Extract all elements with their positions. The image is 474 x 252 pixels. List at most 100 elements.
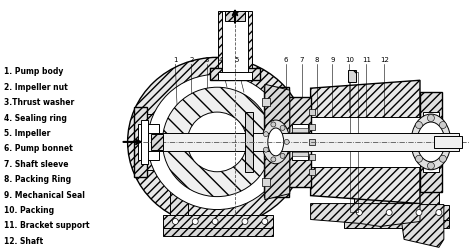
Polygon shape	[210, 68, 255, 78]
Polygon shape	[399, 205, 444, 247]
Bar	[292, 146, 308, 150]
Bar	[309, 154, 315, 160]
Polygon shape	[310, 80, 420, 204]
Text: 3.Thrust washer: 3.Thrust washer	[4, 98, 74, 107]
Bar	[345, 220, 449, 228]
Circle shape	[212, 218, 218, 225]
Text: 4: 4	[219, 57, 223, 63]
Circle shape	[280, 153, 285, 159]
Text: 4. Sealing ring: 4. Sealing ring	[4, 114, 67, 122]
Bar	[137, 124, 159, 160]
Text: 5: 5	[235, 57, 239, 63]
Bar	[245, 112, 253, 172]
Bar	[262, 98, 270, 106]
Circle shape	[280, 125, 285, 130]
Text: 1. Pump body: 1. Pump body	[4, 67, 64, 76]
Circle shape	[416, 209, 422, 215]
Ellipse shape	[417, 122, 445, 162]
Bar	[222, 11, 248, 73]
Polygon shape	[355, 175, 439, 205]
Bar	[292, 140, 308, 144]
Bar	[148, 133, 459, 151]
Bar	[264, 87, 289, 197]
Circle shape	[416, 121, 422, 129]
Bar	[292, 134, 308, 138]
Text: 11. Bracket support: 11. Bracket support	[4, 222, 90, 231]
Circle shape	[262, 218, 268, 225]
Bar	[152, 134, 164, 150]
Circle shape	[192, 218, 198, 225]
Bar	[309, 139, 315, 145]
Circle shape	[436, 209, 442, 215]
Bar	[225, 11, 245, 21]
Bar	[164, 214, 273, 228]
Circle shape	[439, 155, 447, 162]
Text: 10: 10	[345, 57, 354, 63]
Circle shape	[386, 209, 392, 215]
Circle shape	[356, 209, 362, 215]
Bar	[292, 124, 308, 160]
Bar	[345, 205, 449, 220]
Circle shape	[439, 121, 447, 129]
Bar	[175, 165, 183, 185]
Circle shape	[410, 138, 418, 145]
Circle shape	[416, 155, 422, 162]
Bar	[434, 136, 462, 148]
Circle shape	[264, 132, 268, 137]
Bar	[134, 114, 164, 170]
Circle shape	[428, 115, 434, 121]
Text: 9: 9	[330, 57, 335, 63]
Text: 10. Packing: 10. Packing	[4, 206, 55, 215]
Ellipse shape	[187, 112, 247, 172]
Bar	[218, 72, 252, 80]
Text: 8: 8	[314, 57, 319, 63]
Bar	[164, 228, 273, 236]
Text: 6. Pump bonnet: 6. Pump bonnet	[4, 144, 73, 153]
Bar	[218, 11, 252, 75]
Ellipse shape	[163, 87, 272, 197]
Circle shape	[284, 139, 289, 144]
Bar	[289, 97, 310, 187]
Bar	[309, 124, 315, 130]
Circle shape	[173, 218, 178, 225]
Bar	[140, 120, 148, 164]
Circle shape	[271, 122, 276, 127]
Text: 12: 12	[380, 57, 389, 63]
Polygon shape	[265, 84, 290, 200]
Circle shape	[242, 218, 248, 225]
Text: 11: 11	[362, 57, 371, 63]
Text: 7: 7	[300, 57, 304, 63]
Text: 5. Impeller: 5. Impeller	[4, 129, 51, 138]
Text: 3: 3	[205, 57, 210, 63]
Ellipse shape	[411, 114, 451, 170]
Text: 2: 2	[189, 57, 193, 63]
Bar	[350, 72, 358, 211]
Text: 2. Impeller nut: 2. Impeller nut	[4, 83, 68, 92]
Circle shape	[264, 147, 268, 152]
Ellipse shape	[147, 74, 287, 209]
Text: 7. Shaft sleeve: 7. Shaft sleeve	[4, 160, 69, 169]
Bar	[309, 169, 315, 175]
Ellipse shape	[128, 57, 307, 227]
Bar	[262, 178, 270, 186]
Polygon shape	[310, 204, 420, 227]
Text: 12. Shaft: 12. Shaft	[4, 237, 44, 246]
Circle shape	[444, 138, 451, 145]
Text: 1: 1	[173, 57, 178, 63]
Text: 9. Mechanical Seal: 9. Mechanical Seal	[4, 191, 85, 200]
Bar	[134, 107, 147, 177]
Bar	[267, 120, 286, 164]
Text: 8. Packing Ring: 8. Packing Ring	[4, 175, 72, 184]
Bar	[309, 109, 315, 115]
Bar	[170, 180, 188, 214]
Bar	[310, 117, 420, 167]
Text: 6: 6	[283, 57, 288, 63]
Bar	[423, 112, 439, 172]
Bar	[292, 152, 308, 156]
Bar	[420, 92, 442, 192]
Bar	[292, 128, 308, 132]
Circle shape	[428, 162, 434, 169]
Bar	[348, 70, 356, 82]
Ellipse shape	[262, 120, 290, 164]
Bar	[210, 68, 260, 80]
